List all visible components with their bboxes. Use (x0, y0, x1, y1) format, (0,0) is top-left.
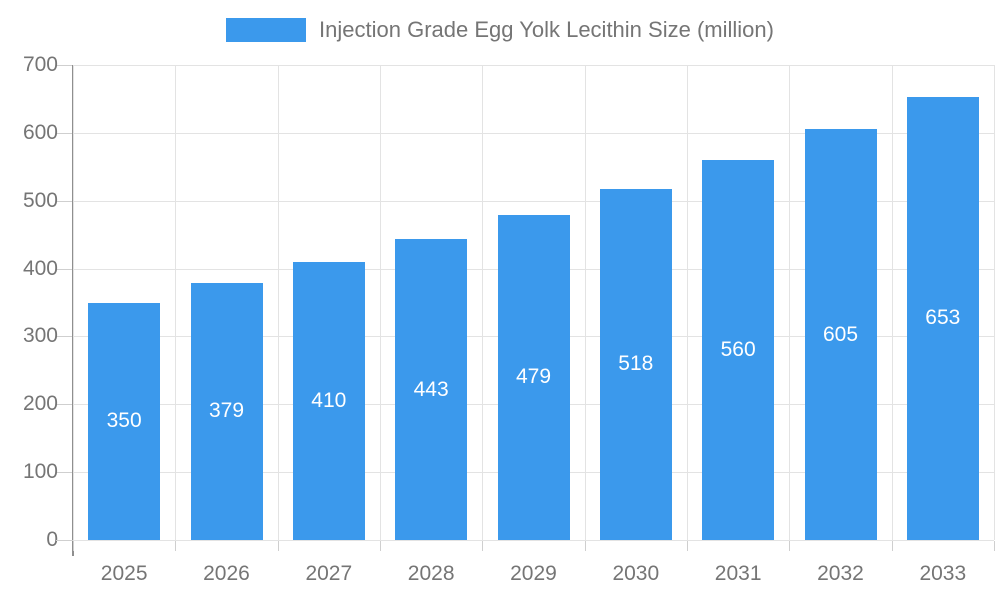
y-axis-tick (57, 268, 73, 270)
x-axis-tick (994, 541, 995, 551)
bar-2027: 410 (292, 261, 365, 540)
x-axis-tick (73, 541, 74, 551)
y-axis-tick (57, 132, 73, 134)
y-tick-label: 100 (22, 460, 58, 484)
y-tick-label: 600 (22, 120, 58, 144)
gridline-v (73, 65, 74, 540)
gridline-h (73, 540, 994, 541)
x-tick-label: 2027 (305, 562, 353, 585)
x-axis-tick (584, 541, 586, 551)
gridline-h (73, 200, 994, 202)
x-tick-label: 2025 (100, 562, 148, 585)
gridline-v (687, 65, 688, 540)
gridline-v (994, 65, 995, 540)
legend-label: Injection Grade Egg Yolk Lecithin Size (… (319, 17, 774, 42)
y-axis-tick (57, 404, 73, 406)
gridline-v (175, 65, 177, 540)
bar-2033: 653 (906, 96, 979, 540)
bar-2029: 479 (497, 214, 570, 540)
x-axis-tick (687, 541, 688, 551)
bar-2026: 379 (190, 282, 263, 540)
bar-value-label: 605 (822, 322, 859, 346)
x-tick-label: 2028 (407, 562, 455, 585)
bar-value-label: 479 (515, 365, 552, 389)
y-tick-label: 700 (22, 53, 58, 76)
x-tick-label: 2033 (919, 562, 967, 585)
gridline-v (482, 65, 484, 540)
bar-2030: 518 (599, 188, 672, 540)
gridline-h (73, 65, 994, 66)
gridline-v (891, 65, 893, 540)
bar-value-label: 410 (311, 388, 347, 412)
gridline-h (73, 132, 994, 134)
gridline-v (789, 65, 791, 540)
x-tick-label: 2029 (510, 562, 557, 585)
bar-value-label: 379 (208, 399, 245, 423)
y-tick-label: 400 (22, 256, 58, 280)
x-axis-tick (482, 541, 484, 551)
legend: Injection Grade Egg Yolk Lecithin Size (… (0, 18, 1000, 42)
x-tick-label: 2030 (612, 562, 660, 585)
y-tick-label: 200 (22, 392, 58, 416)
y-tick-label: 0 (46, 528, 58, 551)
x-axis-tick (277, 541, 279, 551)
plot-area: 350 379 410 443 479 518 560 605 653 (73, 65, 995, 541)
bar-value-label: 560 (720, 338, 756, 361)
bar-2025: 350 (88, 302, 161, 540)
x-tick-label: 2032 (817, 562, 864, 585)
x-tick-label: 2031 (714, 562, 762, 585)
y-axis-tick (57, 336, 73, 338)
x-axis-tick (175, 541, 177, 551)
bar-2028: 443 (395, 239, 468, 540)
x-axis-tick (891, 541, 893, 551)
legend-swatch-icon (226, 18, 307, 42)
y-axis-tick (57, 472, 73, 474)
x-axis-tick (789, 541, 791, 551)
gridline-v (277, 65, 279, 540)
y-axis-tick (57, 65, 73, 66)
bar-value-label: 350 (106, 409, 142, 433)
y-tick-label: 500 (22, 188, 58, 212)
gridline-v (380, 65, 381, 540)
bar-value-label: 443 (413, 377, 449, 401)
y-axis-tick (57, 200, 73, 202)
x-tick-label: 2026 (203, 562, 250, 585)
bar-value-label: 518 (618, 352, 654, 376)
legend-item[interactable]: Injection Grade Egg Yolk Lecithin Size (… (226, 18, 774, 42)
bar-2031: 560 (702, 160, 775, 540)
x-axis-tick (380, 541, 381, 551)
bar-value-label: 653 (925, 306, 961, 330)
gridline-v (584, 65, 586, 540)
bar-2032: 605 (804, 129, 877, 540)
y-tick-label: 300 (22, 324, 58, 348)
